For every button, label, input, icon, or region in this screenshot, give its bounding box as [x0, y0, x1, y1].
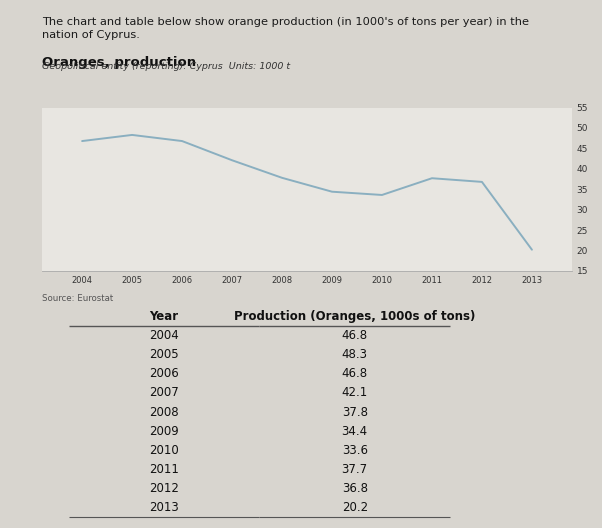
Text: Geopolitical entity (reporting): Cyprus  Units: 1000 t: Geopolitical entity (reporting): Cyprus …	[42, 62, 290, 71]
Text: Oranges, production: Oranges, production	[42, 56, 196, 69]
Text: Source: Eurostat: Source: Eurostat	[42, 294, 113, 303]
Text: The chart and table below show orange production (in 1000's of tons per year) in: The chart and table below show orange pr…	[42, 17, 529, 40]
